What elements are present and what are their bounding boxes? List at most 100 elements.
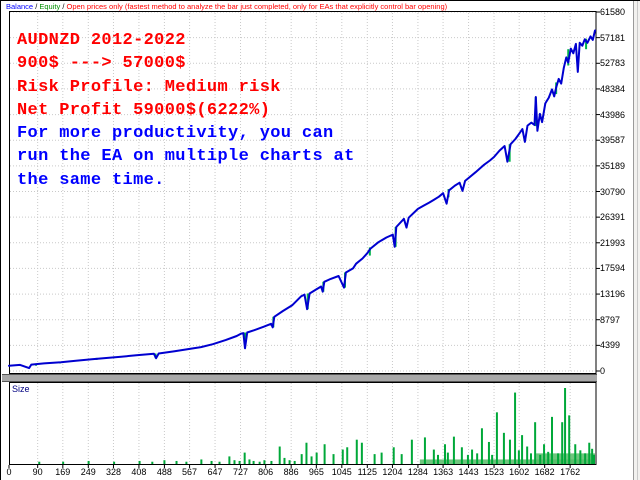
size-bar	[514, 392, 517, 464]
size-bar	[551, 416, 554, 464]
size-bar	[238, 460, 241, 464]
size-bar	[258, 461, 261, 464]
size-bar	[521, 435, 524, 464]
size-bar	[87, 460, 90, 464]
legend-mode: Open prices only (fastest method to anal…	[66, 2, 448, 11]
y-axis-label: 30790	[600, 186, 626, 197]
size-bar	[588, 442, 591, 464]
legend-balance: Balance	[6, 2, 34, 11]
main-plot-frame	[9, 11, 597, 374]
x-axis-label: 1523	[484, 467, 505, 477]
size-plot-frame	[9, 382, 597, 465]
size-bar	[228, 456, 231, 464]
size-bar	[278, 446, 281, 464]
size-bar	[346, 447, 349, 464]
legend-equity: Equity	[39, 2, 61, 11]
annotation-line-5: For more productivity, you can	[17, 124, 334, 144]
size-base-band	[419, 459, 595, 464]
size-bar	[315, 452, 318, 464]
size-bar	[38, 461, 41, 464]
size-bar	[508, 439, 511, 464]
x-axis-label: 965	[308, 467, 324, 477]
size-bar	[526, 446, 529, 464]
size-bar	[539, 454, 542, 464]
size-bar	[360, 442, 363, 464]
size-bar	[547, 451, 550, 464]
size-bar	[423, 437, 426, 464]
x-axis-label: 488	[156, 467, 172, 477]
size-bar	[218, 461, 221, 464]
size-bar	[62, 461, 65, 464]
vertical-scrollbar[interactable]	[633, 1, 640, 480]
size-bar	[452, 436, 455, 464]
size-bar	[557, 453, 560, 464]
x-axis-label: 727	[233, 467, 249, 477]
y-axis-label: 17594	[600, 263, 626, 274]
size-bar	[476, 453, 479, 464]
balance-curve	[8, 29, 596, 370]
size-bar	[491, 454, 494, 464]
y-axis-label: 13196	[600, 289, 626, 300]
size-bar	[243, 452, 246, 464]
size-bar	[543, 444, 546, 464]
annotation-line-4: Net Profit 59000$(6222%)	[17, 100, 271, 120]
size-bar	[579, 450, 582, 464]
size-bar	[305, 442, 308, 464]
x-axis-label: 249	[80, 467, 96, 477]
size-bar	[332, 454, 335, 464]
size-bar	[568, 415, 571, 464]
size-bar	[466, 454, 469, 464]
size-bar	[502, 432, 505, 464]
size-bar	[564, 388, 567, 464]
annotation-line-6: run the EA on multiple charts at	[17, 147, 355, 167]
x-axis-label: 1284	[407, 467, 428, 477]
size-bar	[138, 460, 141, 464]
x-axis-label: 1682	[534, 467, 555, 477]
x-axis-label: 1363	[433, 467, 454, 477]
annotation-line-7: the same time.	[17, 170, 165, 190]
separator: /	[60, 2, 67, 11]
y-axis-label: 61580	[600, 7, 626, 17]
size-bar	[561, 422, 564, 464]
y-axis-label: 0	[600, 366, 606, 376]
size-bar	[471, 449, 474, 464]
size-bar	[584, 453, 587, 464]
x-axis-label: 1204	[382, 467, 403, 477]
y-axis-label: 43986	[600, 109, 626, 120]
y-axis-label: 57181	[600, 32, 626, 43]
annotation-line-3: Risk Profile: Medium risk	[17, 77, 281, 97]
annotation-line-2: 900$ ---> 57000$	[17, 54, 186, 74]
size-bar	[185, 461, 188, 464]
size-bar	[252, 460, 255, 464]
size-bar	[113, 461, 116, 464]
y-axis-label: 4399	[600, 340, 621, 351]
size-panel-label: Size	[12, 384, 30, 394]
panel-separator	[2, 375, 597, 381]
size-bar	[270, 460, 273, 464]
size-bar	[380, 452, 383, 464]
size-bar	[495, 412, 498, 464]
y-axis-label: 48384	[600, 83, 626, 94]
x-axis-label: 1045	[331, 467, 352, 477]
x-axis-label: 1125	[357, 467, 377, 477]
size-bar	[436, 454, 439, 464]
size-bar	[248, 459, 251, 464]
size-bar	[288, 460, 291, 464]
y-axis-label: 21993	[600, 237, 626, 248]
size-bar	[210, 460, 213, 464]
x-axis-label: 328	[105, 467, 121, 477]
size-bar	[574, 444, 577, 464]
size-bar	[410, 439, 413, 464]
chart-annotation-text: AUDNZD 2012-2022 900$ ---> 57000$ Risk Pro…	[17, 29, 355, 192]
size-bar	[400, 454, 403, 464]
y-axis-label: 26391	[600, 212, 626, 223]
size-bar	[175, 460, 178, 464]
size-bar	[593, 454, 595, 464]
x-axis-label: 806	[258, 467, 274, 477]
x-axis-label: 886	[283, 467, 299, 477]
size-bar	[341, 449, 344, 464]
size-bar	[487, 441, 490, 464]
x-axis-label: 408	[131, 467, 147, 477]
